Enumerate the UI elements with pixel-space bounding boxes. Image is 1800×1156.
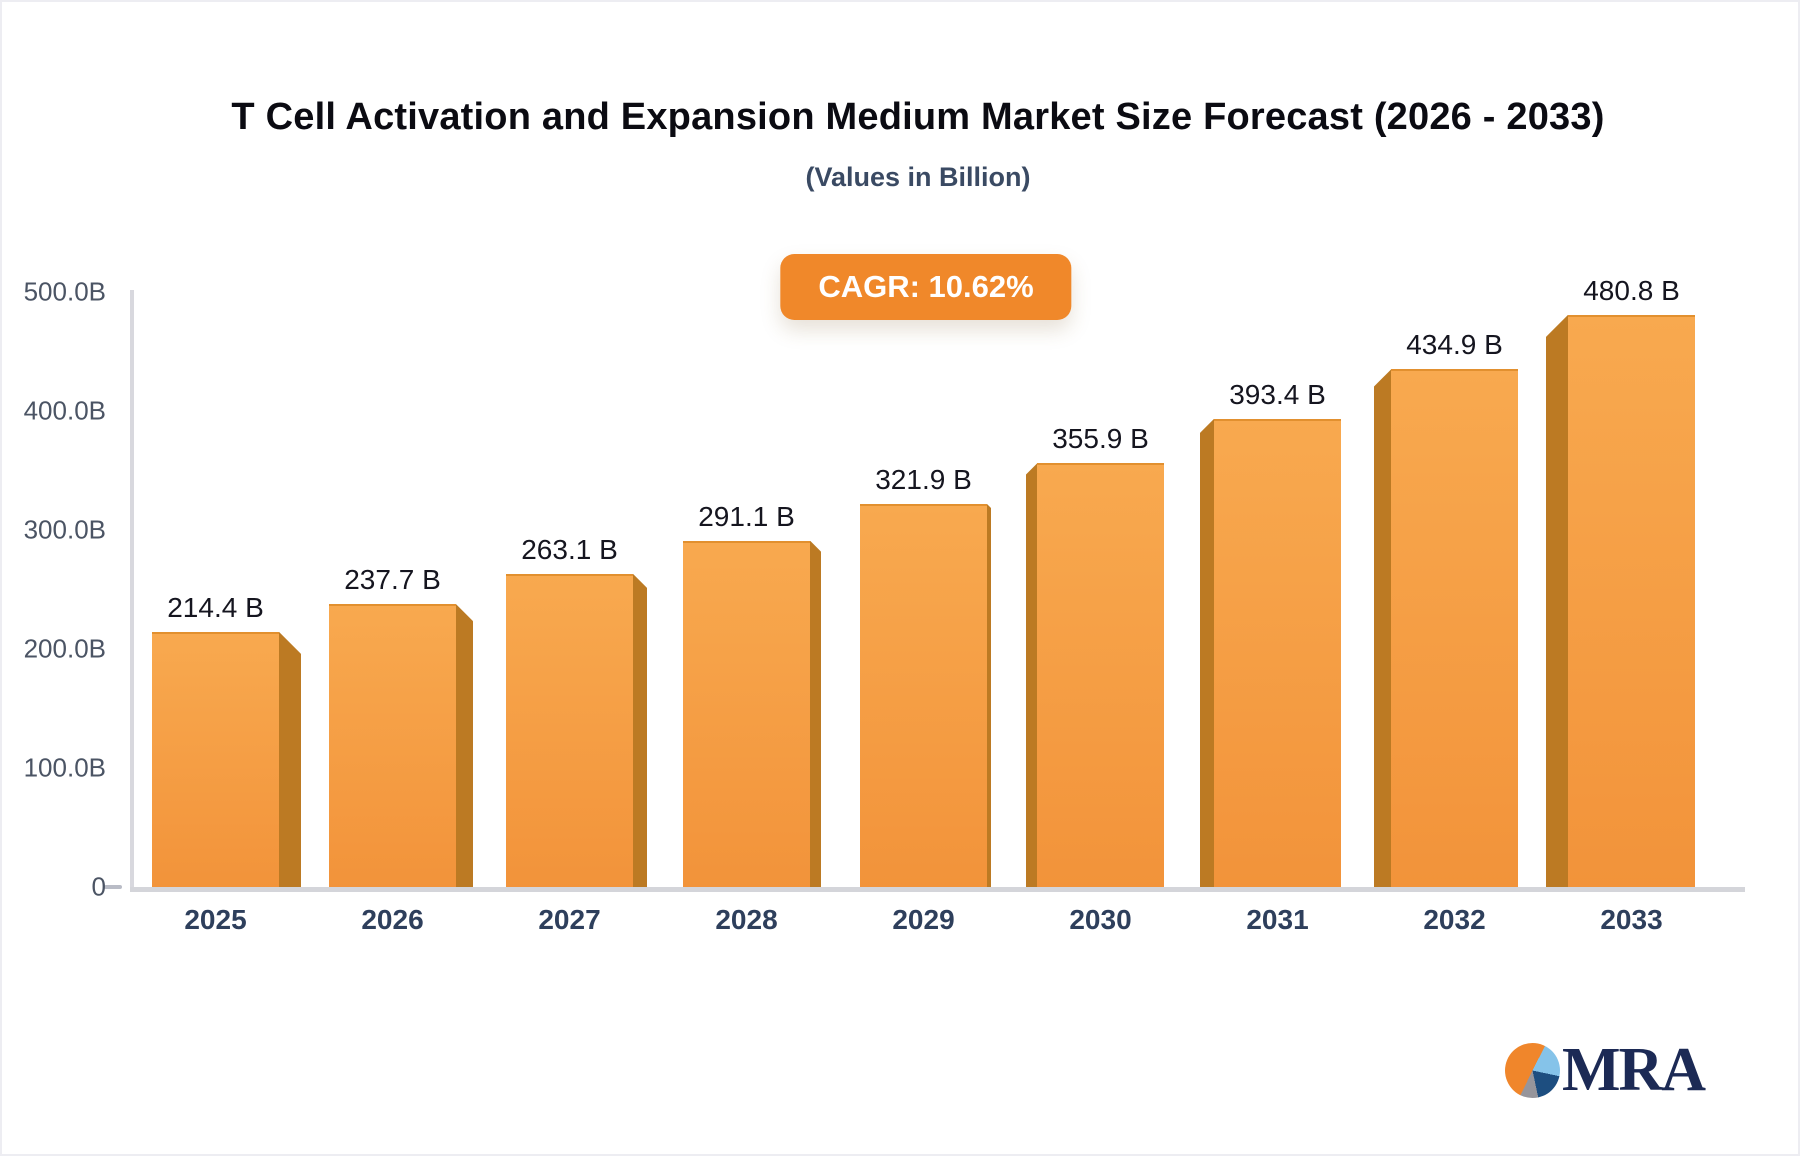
- bar-side-face: [1200, 418, 1214, 890]
- x-axis-label: 2032: [1423, 904, 1486, 935]
- bar-2030: [1037, 463, 1164, 890]
- x-axis-label: 2025: [184, 904, 247, 935]
- bar-side-face: [279, 631, 301, 890]
- bar-value-label: 393.4 B: [1229, 378, 1326, 410]
- y-axis-label: 500.0B: [23, 276, 106, 307]
- bar-value-label: 434.9 B: [1406, 329, 1503, 361]
- bar-value-label: 291.1 B: [698, 500, 795, 532]
- x-axis-label: 2026: [361, 904, 424, 935]
- x-axis-label: 2027: [538, 904, 601, 935]
- bar-2031: [1214, 418, 1341, 890]
- bar-side-face: [633, 573, 647, 890]
- bar-2027: [506, 573, 633, 890]
- bar-side-face: [456, 604, 473, 890]
- y-axis-line: [130, 290, 134, 892]
- bar-2032: [1391, 369, 1518, 890]
- bar-2029: [860, 503, 987, 890]
- bar-side-face: [1026, 463, 1037, 890]
- mra-logo-text: MRA: [1562, 1035, 1706, 1104]
- bar-2033: [1568, 314, 1695, 890]
- x-axis-label: 2029: [892, 904, 955, 935]
- y-axis-label: 400.0B: [23, 395, 106, 426]
- bar-2026: [329, 604, 456, 890]
- y-axis-label: 100.0B: [23, 752, 106, 783]
- x-axis-baseline: [130, 887, 1745, 892]
- bar-value-label: 263.1 B: [521, 533, 618, 565]
- x-axis-label: 2033: [1600, 904, 1663, 935]
- bar-side-face: [987, 503, 991, 890]
- bar-value-label: 355.9 B: [1052, 423, 1149, 455]
- y-axis-label: 300.0B: [23, 514, 106, 545]
- bar-side-face: [1374, 369, 1391, 890]
- mra-logo-pie-icon: [1505, 1042, 1560, 1098]
- chart-title: T Cell Activation and Expansion Medium M…: [231, 96, 1605, 138]
- bar-2028: [683, 540, 810, 890]
- bar-side-face: [1546, 314, 1568, 890]
- bar-value-label: 480.8 B: [1583, 274, 1680, 306]
- bar-2025: [152, 631, 279, 890]
- x-axis-label: 2030: [1069, 904, 1132, 935]
- zero-tick-mark: [104, 885, 122, 889]
- bar-value-label: 237.7 B: [344, 564, 441, 596]
- cagr-badge: CAGR: 10.62%: [780, 254, 1072, 320]
- mra-logo: MRA: [1505, 1035, 1706, 1104]
- x-axis-label: 2031: [1246, 904, 1309, 935]
- bar-value-label: 214.4 B: [167, 591, 264, 623]
- bar-value-label: 321.9 B: [875, 463, 972, 495]
- y-axis-label: 0: [91, 871, 106, 902]
- chart-subtitle: (Values in Billion): [805, 162, 1031, 192]
- y-axis-label: 200.0B: [23, 633, 106, 664]
- x-axis-label: 2028: [715, 904, 778, 935]
- bar-side-face: [810, 540, 821, 890]
